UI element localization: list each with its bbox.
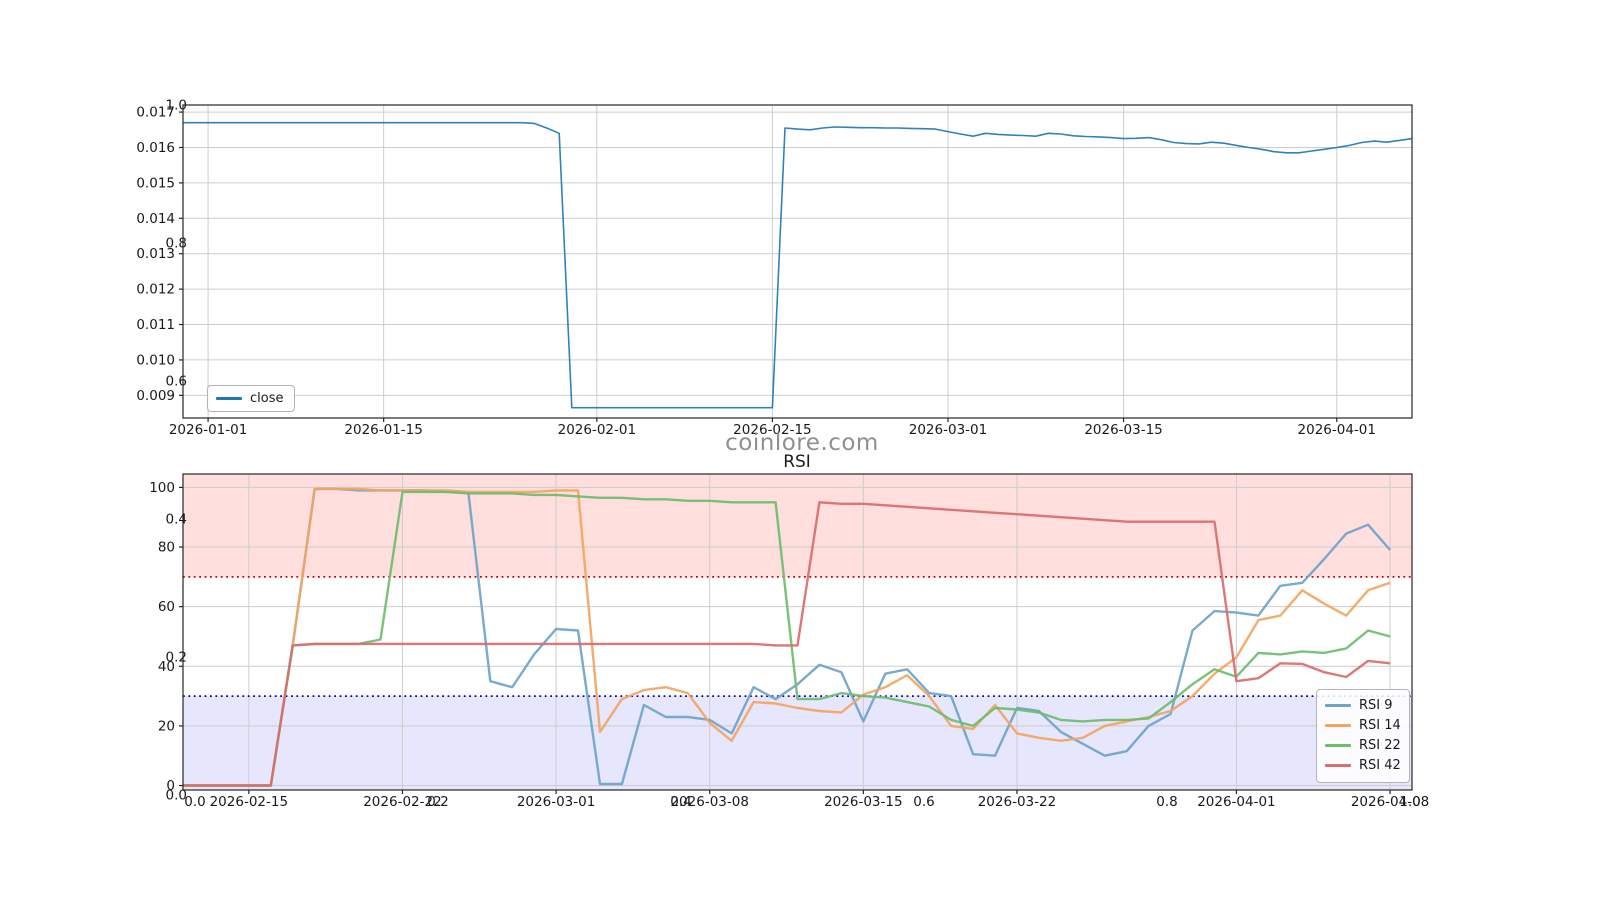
- rsi22-legend-item: RSI 22: [1325, 735, 1409, 755]
- y-tick-label: 0.012: [136, 282, 175, 298]
- rsi9-line-swatch: [1325, 703, 1351, 707]
- y-tick-label: 0.016: [136, 140, 175, 156]
- y-tick-label: 60: [158, 599, 175, 615]
- x-tick-label: 2026-03-08: [670, 794, 748, 810]
- y-tick-label: 0.011: [136, 317, 175, 333]
- series-line-rsi-42: [183, 501, 1391, 787]
- overlay-y-tick-label: 0.0: [166, 788, 187, 804]
- overlay-x-tick-label: 0.6: [913, 794, 934, 810]
- series-line-rsi-22: [183, 490, 1391, 787]
- overlay-x-tick-label: 0.0: [184, 794, 205, 810]
- y-tick-label: 0.014: [136, 211, 175, 227]
- series-line-rsi-14: [183, 487, 1391, 787]
- price-legend: close: [207, 385, 295, 412]
- rsi14-legend-label: RSI 14: [1359, 717, 1401, 733]
- rsi42-legend-item: RSI 42: [1325, 755, 1409, 775]
- overlay-x-tick-label: 0.2: [427, 794, 448, 810]
- x-tick-label: 2026-02-15: [733, 422, 811, 438]
- y-tick-label: 0.009: [136, 388, 175, 404]
- overlay-x-tick-label: 1.0: [1399, 794, 1420, 810]
- overlay-y-tick-label: 0.4: [166, 512, 187, 528]
- x-tick-label: 2026-01-15: [344, 422, 422, 438]
- y-tick-label: 0: [166, 778, 175, 794]
- rsi22-line-swatch: [1325, 743, 1351, 747]
- y-tick-label: 40: [158, 659, 175, 675]
- x-tick-label: 2026-03-15: [1084, 422, 1162, 438]
- x-tick-label: 2026-02-22: [363, 794, 441, 810]
- x-tick-label: 2026-03-15: [824, 794, 902, 810]
- x-tick-label: 2026-02-15: [210, 794, 288, 810]
- plot-border: [182, 104, 1413, 419]
- overlay-x-tick-label: 0.8: [1156, 794, 1177, 810]
- overlay-y-tick-label: 0.2: [166, 650, 187, 666]
- y-tick-label: 0.013: [136, 246, 175, 262]
- x-tick-label: 2026-04-08: [1351, 794, 1429, 810]
- y-tick-label: 80: [158, 540, 175, 556]
- close-line-swatch: [216, 397, 242, 400]
- rsi9-legend-item: RSI 9: [1325, 695, 1409, 715]
- watermark: coinlore.com: [725, 430, 879, 456]
- overlay-y-tick-label: 0.6: [166, 374, 187, 390]
- x-tick-label: 2026-01-01: [169, 422, 247, 438]
- x-tick-label: 2026-02-01: [558, 422, 636, 438]
- plot-border: [182, 473, 1413, 791]
- overlay-x-tick-label: 0.4: [670, 794, 691, 810]
- y-tick-label: 0.015: [136, 175, 175, 191]
- y-tick-label: 20: [158, 718, 175, 734]
- close-legend-label: close: [250, 391, 284, 406]
- overlay-y-tick-label: 0.8: [166, 236, 187, 252]
- rsi9-legend-label: RSI 9: [1359, 697, 1393, 713]
- x-tick-label: 2026-03-01: [909, 422, 987, 438]
- series-line-close: [183, 121, 1413, 409]
- rsi42-legend-label: RSI 42: [1359, 757, 1401, 773]
- x-tick-label: 2026-04-01: [1197, 794, 1275, 810]
- overlay-y-tick-label: 1.0: [166, 98, 187, 114]
- rsi42-line-swatch: [1325, 763, 1351, 767]
- rsi-legend: RSI 9 RSI 14 RSI 22 RSI 42: [1316, 689, 1410, 783]
- y-tick-label: 100: [149, 480, 175, 496]
- rsi14-line-swatch: [1325, 723, 1351, 727]
- rsi14-legend-item: RSI 14: [1325, 715, 1409, 735]
- x-tick-label: 2026-03-22: [978, 794, 1056, 810]
- oversold-band: [183, 696, 1412, 790]
- x-tick-label: 2026-04-01: [1298, 422, 1376, 438]
- rsi-chart-title: RSI: [783, 452, 811, 472]
- y-tick-label: 0.010: [136, 352, 175, 368]
- y-tick-label: 0.017: [136, 105, 175, 121]
- x-tick-label: 2026-03-01: [517, 794, 595, 810]
- rsi22-legend-label: RSI 22: [1359, 737, 1401, 753]
